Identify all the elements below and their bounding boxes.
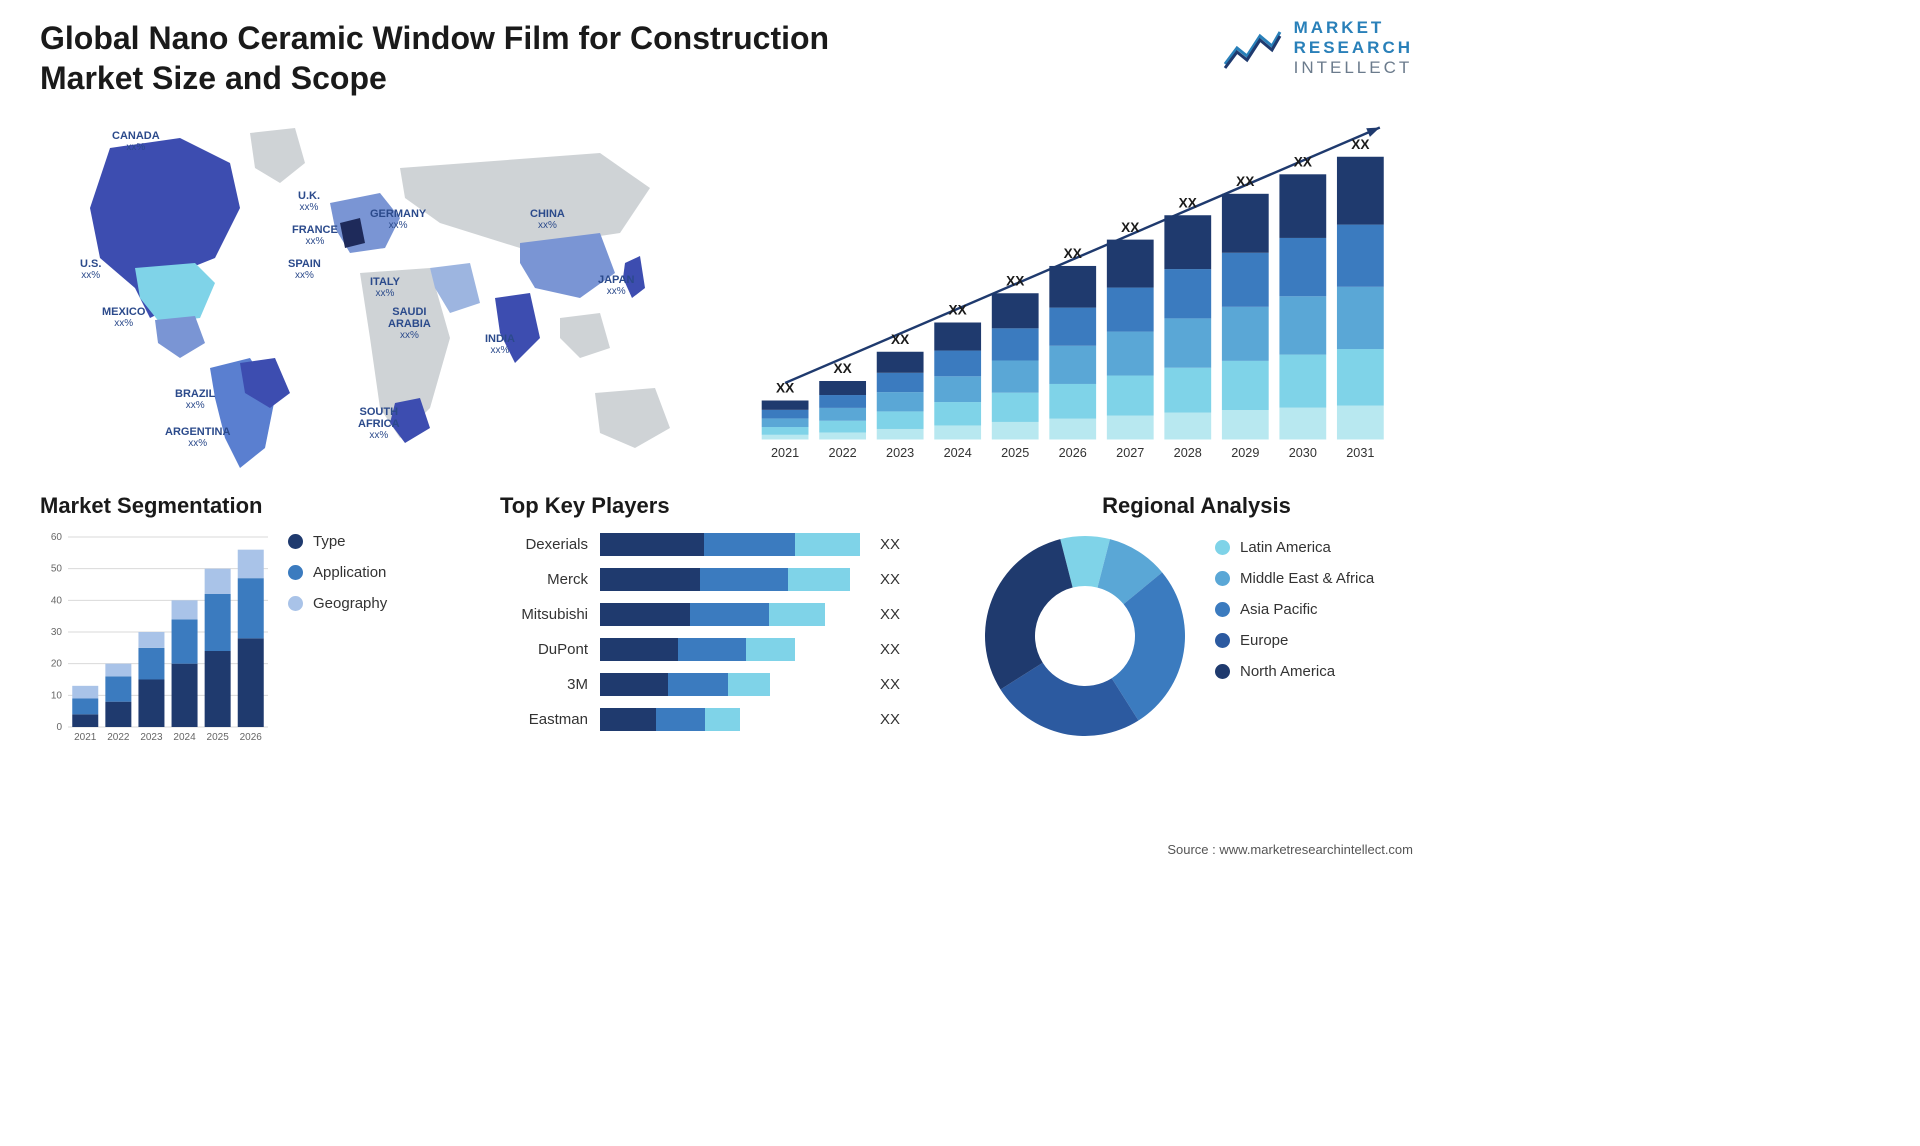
svg-text:0: 0 (56, 722, 62, 733)
svg-text:2024: 2024 (944, 446, 972, 460)
players-panel: Top Key Players DexerialsXX MerckXX Mitsub… (500, 493, 950, 761)
segmentation-legend: Type Application Geography (288, 493, 470, 761)
svg-text:2021: 2021 (74, 732, 97, 743)
regional-panel: Regional Analysis Latin America Middle Ea… (980, 493, 1413, 761)
legend-item: Europe (1215, 632, 1413, 649)
player-row: 3MXX (500, 671, 950, 697)
logo-icon (1222, 26, 1282, 70)
map-label: FRANCExx% (292, 224, 338, 247)
svg-text:2023: 2023 (140, 732, 163, 743)
map-label: ITALYxx% (370, 276, 400, 299)
map-label: JAPANxx% (598, 274, 634, 297)
logo-text-3: INTELLECT (1294, 58, 1413, 78)
map-label: CHINAxx% (530, 208, 565, 231)
svg-text:2026: 2026 (1059, 446, 1087, 460)
map-label: ARGENTINAxx% (165, 426, 230, 449)
segmentation-panel: Market Segmentation 0 10 20 30 40 50 60 2021 202… (40, 493, 470, 761)
map-label: SAUDIARABIAxx% (388, 306, 431, 341)
svg-text:XX: XX (1179, 195, 1197, 210)
segmentation-title: Market Segmentation (40, 493, 270, 519)
svg-text:2023: 2023 (886, 446, 914, 460)
svg-text:2022: 2022 (829, 446, 857, 460)
svg-text:60: 60 (51, 532, 63, 543)
svg-text:XX: XX (776, 381, 794, 396)
map-label: BRAZILxx% (175, 388, 215, 411)
svg-text:50: 50 (51, 564, 63, 575)
logo-text-2: RESEARCH (1294, 38, 1413, 58)
regional-donut (980, 531, 1190, 741)
svg-text:XX: XX (1121, 220, 1139, 235)
regional-legend: Latin America Middle East & Africa Asia Pa… (1215, 531, 1413, 741)
svg-text:2021: 2021 (771, 446, 799, 460)
svg-text:XX: XX (1351, 137, 1369, 152)
map-label: U.K.xx% (298, 190, 320, 213)
page-title: Global Nano Ceramic Window Film for Cons… (40, 18, 860, 98)
map-label: SPAINxx% (288, 258, 321, 281)
svg-text:2026: 2026 (240, 732, 263, 743)
svg-text:XX: XX (1006, 273, 1024, 288)
players-list: DexerialsXX MerckXX MitsubishiXX DuPontXX 3M… (500, 531, 950, 732)
map-label: INDIAxx% (485, 333, 515, 356)
brand-logo: MARKET RESEARCH INTELLECT (1222, 18, 1413, 78)
legend-item: Middle East & Africa (1215, 570, 1413, 587)
svg-text:XX: XX (1236, 174, 1254, 189)
map-label: GERMANYxx% (370, 208, 426, 231)
legend-item: Type (288, 533, 470, 550)
player-row: MerckXX (500, 566, 950, 592)
player-row: DexerialsXX (500, 531, 950, 557)
legend-item: Application (288, 564, 470, 581)
svg-text:XX: XX (834, 361, 852, 376)
svg-text:30: 30 (51, 627, 63, 638)
map-label: MEXICOxx% (102, 306, 145, 329)
legend-item: Geography (288, 595, 470, 612)
svg-text:XX: XX (1064, 246, 1082, 261)
svg-text:2022: 2022 (107, 732, 130, 743)
legend-item: Latin America (1215, 539, 1413, 556)
map-label: U.S.xx% (80, 258, 101, 281)
legend-item: Asia Pacific (1215, 601, 1413, 618)
svg-text:2030: 2030 (1289, 446, 1317, 460)
segmentation-chart: 0 10 20 30 40 50 60 2021 2022 2023 2024 2025 2026 (40, 531, 270, 756)
svg-text:20: 20 (51, 659, 63, 670)
map-label: CANADAxx% (112, 130, 160, 153)
growth-chart: XX 2021 XX 2022 XX 2023 XX 2024 XX 2025 XX 2026 XX 20… (750, 108, 1413, 469)
map-label: SOUTHAFRICAxx% (358, 406, 400, 441)
svg-text:2027: 2027 (1116, 446, 1144, 460)
svg-text:XX: XX (949, 303, 967, 318)
svg-text:40: 40 (51, 595, 63, 606)
svg-text:10: 10 (51, 690, 63, 701)
svg-text:2024: 2024 (173, 732, 196, 743)
svg-text:2025: 2025 (207, 732, 230, 743)
svg-text:2031: 2031 (1346, 446, 1374, 460)
svg-text:2025: 2025 (1001, 446, 1029, 460)
players-title: Top Key Players (500, 493, 950, 519)
player-row: EastmanXX (500, 706, 950, 732)
svg-text:2028: 2028 (1174, 446, 1202, 460)
player-row: DuPontXX (500, 636, 950, 662)
logo-text-1: MARKET (1294, 18, 1413, 38)
world-map-panel: CANADAxx% U.S.xx% MEXICOxx% BRAZILxx% ARGENT… (40, 108, 720, 478)
svg-text:XX: XX (1294, 155, 1312, 170)
growth-chart-panel: XX 2021 XX 2022 XX 2023 XX 2024 XX 2025 XX 2026 XX 20… (750, 108, 1413, 478)
svg-text:2029: 2029 (1231, 446, 1259, 460)
legend-item: North America (1215, 663, 1413, 680)
source-text: Source : www.marketresearchintellect.com (1167, 842, 1413, 857)
svg-text:XX: XX (891, 332, 909, 347)
player-row: MitsubishiXX (500, 601, 950, 627)
regional-title: Regional Analysis (980, 493, 1413, 519)
